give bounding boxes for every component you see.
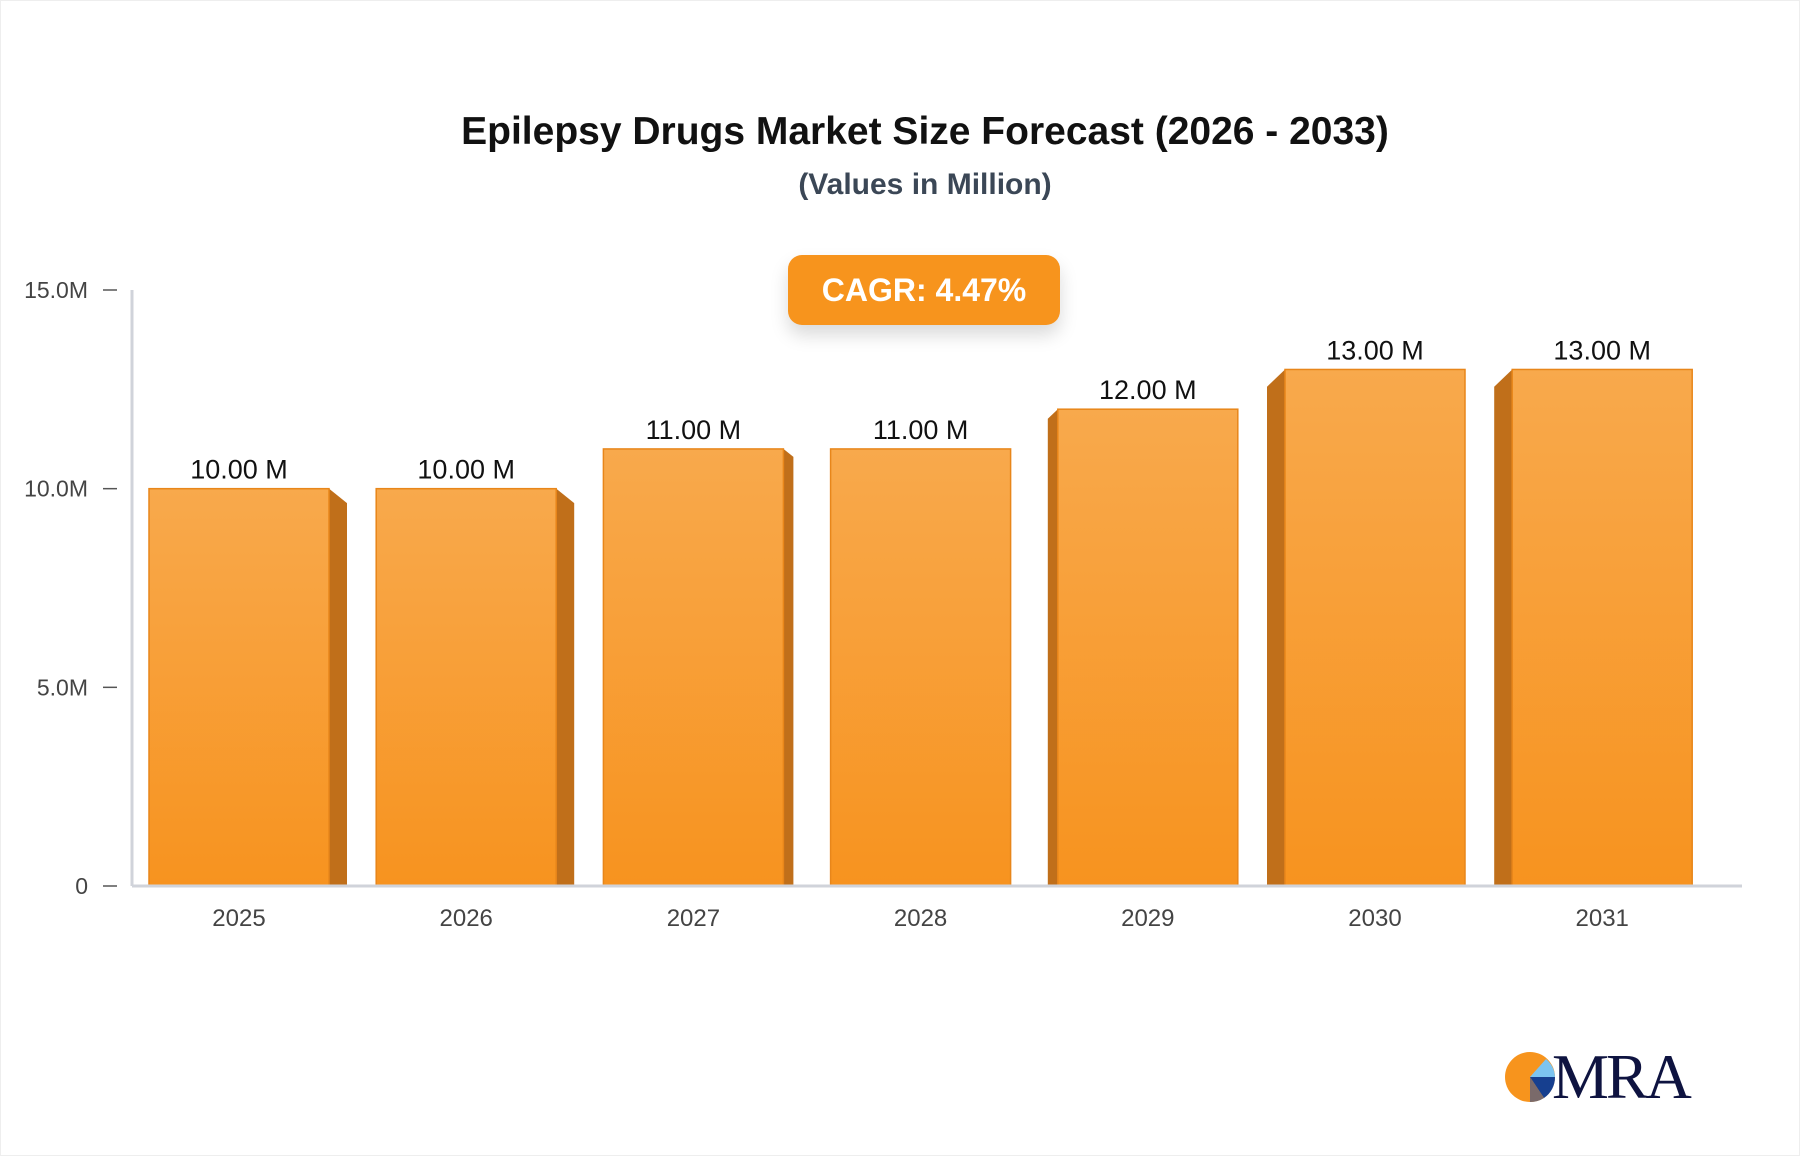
bar (148, 487, 330, 887)
data-label: 10.00 M (417, 455, 515, 485)
x-tick-label: 2030 (1348, 905, 1401, 932)
x-tick-label: 2026 (440, 905, 493, 932)
bar (602, 448, 785, 887)
pie-logo-icon (1505, 1052, 1556, 1103)
data-label: 12.00 M (1099, 375, 1197, 405)
bar-side (556, 488, 575, 886)
data-label: 13.00 M (1553, 335, 1651, 365)
logo-text: MRA (1552, 1041, 1692, 1112)
bar-side (1267, 369, 1285, 886)
data-label: 13.00 M (1326, 335, 1424, 365)
data-label: 11.00 M (646, 415, 742, 445)
bar (829, 448, 1012, 887)
data-label: 11.00 M (873, 415, 969, 445)
bar (1057, 408, 1239, 887)
bar-side (1047, 409, 1058, 886)
chart-title: Epilepsy Drugs Market Size Forecast (202… (461, 110, 1389, 153)
bar-side (329, 488, 347, 886)
x-tick-label: 2025 (212, 905, 265, 932)
bar (1284, 368, 1466, 887)
x-tick-label: 2027 (667, 905, 720, 932)
y-tick-label: 5.0M (37, 674, 88, 700)
bar-side (783, 448, 794, 886)
bar-side (1494, 369, 1513, 886)
x-tick-label: 2029 (1121, 905, 1174, 932)
bar (375, 487, 557, 887)
x-tick-label: 2028 (894, 905, 947, 932)
chart-subtitle: (Values in Million) (798, 168, 1052, 201)
mra-logo: MRA (1504, 1040, 1692, 1114)
x-tick-label: 2031 (1576, 905, 1629, 932)
y-tick-label: 15.0M (24, 277, 88, 303)
data-label: 10.00 M (190, 455, 288, 485)
cagr-badge: CAGR: 4.47% (788, 255, 1060, 325)
bar (1511, 368, 1693, 887)
y-tick-label: 10.0M (24, 476, 88, 502)
y-tick-label: 0 (75, 873, 88, 899)
